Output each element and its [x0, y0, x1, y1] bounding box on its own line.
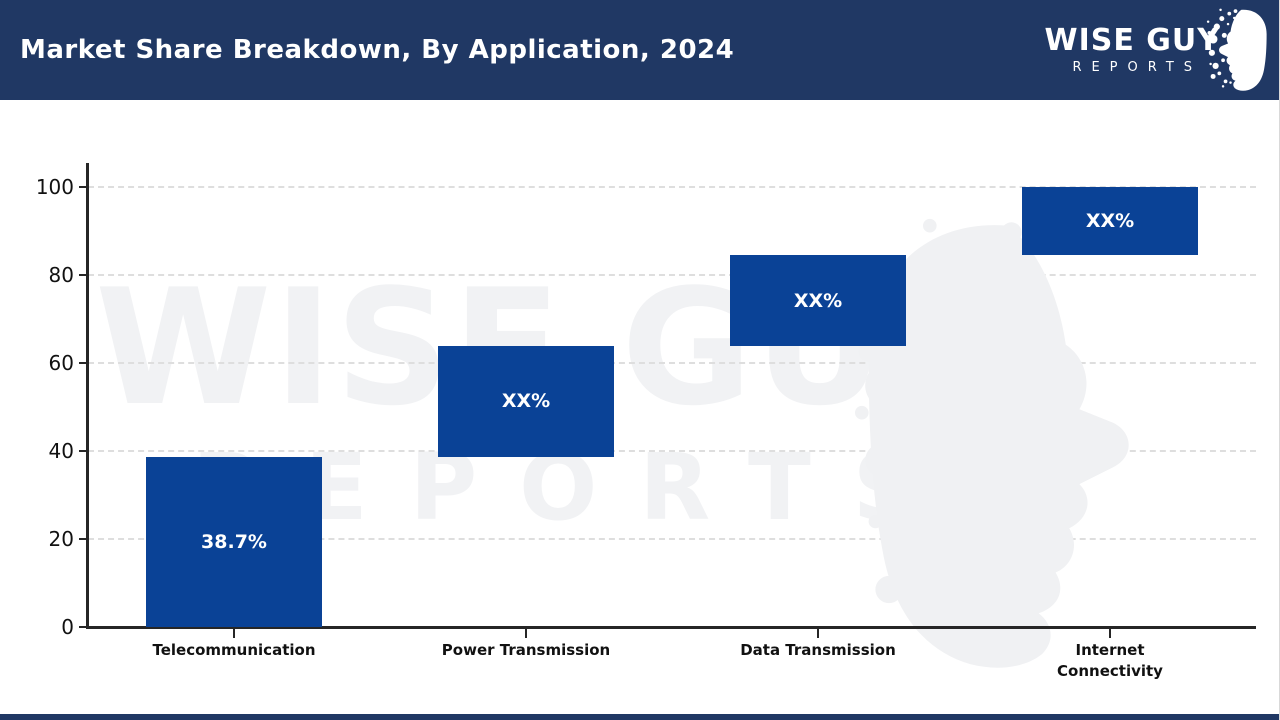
x-axis-tick — [525, 629, 527, 638]
logo-text: WISE GUY REPORTS — [1044, 23, 1220, 76]
y-axis-tick-label: 40 — [48, 439, 74, 463]
watermark-head-profile-icon — [855, 218, 1129, 668]
y-axis-tick-label: 80 — [48, 263, 74, 287]
x-axis-line — [86, 626, 1256, 629]
header-bar: Market Share Breakdown, By Application, … — [0, 0, 1279, 100]
wise-guy-reports-logo: WISE GUY REPORTS — [1044, 6, 1270, 94]
bar-value-label: XX% — [501, 390, 551, 413]
y-axis-tick-label: 20 — [48, 527, 74, 551]
y-axis-tick-label: 100 — [35, 175, 74, 199]
y-gridline — [88, 274, 1256, 276]
y-axis-tick-label: 0 — [61, 615, 74, 639]
bar-data-transmission: XX% — [730, 255, 906, 346]
logo-subtitle: REPORTS — [1072, 60, 1203, 75]
x-axis-category-label: Telecommunication — [152, 641, 316, 659]
y-gridline — [88, 538, 1256, 540]
footer-strip — [0, 714, 1279, 720]
bar-value-label: XX% — [793, 289, 843, 312]
x-axis-category-label: Internet Connectivity — [1057, 641, 1163, 680]
y-axis-tick — [79, 626, 88, 628]
y-axis-tick — [79, 186, 88, 188]
y-gridline — [88, 186, 1256, 188]
logo-wordmark: WISE GUY — [1044, 23, 1220, 58]
y-gridline — [88, 450, 1256, 452]
bar-value-label: XX% — [1085, 210, 1135, 233]
x-axis-tick — [1109, 629, 1111, 638]
y-axis-tick — [79, 538, 88, 540]
y-axis-tick-label: 60 — [48, 351, 74, 375]
x-axis-category-label: Data Transmission — [740, 641, 896, 659]
y-axis-tick — [79, 362, 88, 364]
y-axis-line — [86, 163, 89, 629]
y-gridline — [88, 362, 1256, 364]
y-axis-tick — [79, 450, 88, 452]
bar-telecommunication: 38.7% — [146, 456, 322, 627]
x-axis-tick — [233, 629, 235, 638]
bar-internet-connectivity: XX% — [1022, 187, 1198, 256]
x-axis-category-label: Power Transmission — [441, 641, 611, 659]
page-title: Market Share Breakdown, By Application, … — [20, 35, 735, 65]
y-axis-tick — [79, 274, 88, 276]
bar-value-label: 38.7% — [201, 530, 267, 553]
bar-power-transmission: XX% — [438, 345, 614, 457]
x-axis-tick — [817, 629, 819, 638]
